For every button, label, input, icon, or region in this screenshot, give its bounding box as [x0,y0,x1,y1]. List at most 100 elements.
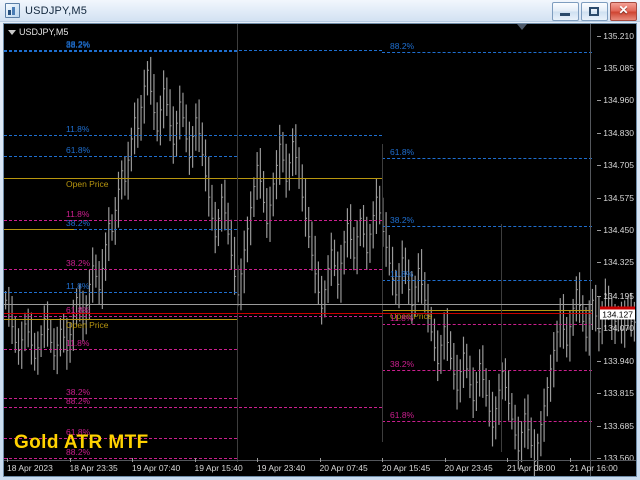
price-tick-mark [597,458,602,460]
price-tick-mark [597,35,602,37]
price-tick-label: 134.830 [597,128,634,138]
time-tick-label: 19 Apr 23:40 [257,458,305,473]
fib-level-label: 88.2% [66,447,91,458]
chart-plot[interactable]: USDJPY,M5 88.2% 61.8% 38.2% 11.8% Open Price… [4,24,636,476]
price-tick-label: 134.195 [597,291,634,301]
time-tick-label: 19 Apr 15:40 [194,458,243,473]
fib-level-line [382,421,592,423]
time-tick-label: 18 Apr 2023 [7,458,53,473]
price-tick-label: 133.815 [597,388,634,398]
fib-level-line [4,437,237,439]
fib-level-line [4,291,237,293]
time-tick-label: 20 Apr 07:45 [319,458,368,473]
fib-level-line [4,349,237,351]
open-price-label: Open Price [66,319,109,330]
open-price-line [4,228,74,230]
open-price-line [4,318,237,320]
price-tick-mark [597,327,602,329]
fib-level-line [382,369,592,371]
current-price-marker: 134.127 [600,306,635,320]
window-title: USDJPY,M5 [25,4,88,17]
fib-level-line [382,226,592,228]
fib-level-line [4,50,237,52]
price-tick-mark [597,198,602,200]
fib-level-label: 88.2% [390,41,415,52]
fib-level-line [4,397,237,399]
symbol-period-tag[interactable]: USDJPY,M5 [8,27,68,37]
fib-level-line [4,228,237,230]
chart-area[interactable]: USDJPY,M5 88.2% 61.8% 38.2% 11.8% Open Price… [3,23,637,477]
price-tick-label: 134.705 [597,160,634,170]
maximize-button[interactable] [581,2,608,21]
price-tick-mark [597,67,602,69]
fib-level-label: 61.8% [66,305,91,315]
minimize-button[interactable] [552,2,579,21]
fib-level-label: 88.2% [66,39,91,50]
fib-level-line [4,458,237,460]
ask-price-line [4,303,592,305]
bid-price-line [4,312,592,314]
fib-level-line [4,219,382,221]
time-tick-mark [444,458,446,462]
fib-level-line [382,52,592,54]
minimize-icon [560,13,570,16]
price-tick-label: 135.210 [597,31,634,41]
fib-level-label: 88.2% [66,395,91,406]
time-tick-label: 21 Apr 08:00 [507,458,555,473]
time-tick-label: 19 Apr 07:40 [132,458,180,473]
indicator-watermark: Gold ATR MTF [14,432,149,453]
close-icon: ✕ [618,3,629,17]
chart-top-marker [517,24,527,30]
fib-level-line [4,406,382,408]
open-price-line [382,309,592,311]
maximize-icon [589,7,599,16]
price-tick-label: 133.940 [597,356,634,366]
window-titlebar: USDJPY,M5 ✕ [0,0,640,22]
time-tick-label: 20 Apr 15:45 [382,458,430,473]
time-tick-label: 20 Apr 23:45 [444,458,493,473]
price-tick-mark [597,295,602,297]
price-bars [5,56,636,476]
time-tick-mark [507,458,508,462]
fib-level-label: 11.8% [66,338,90,349]
price-tick-label: 134.070 [597,323,634,333]
time-scale[interactable]: 18 Apr 2023 18 Apr 23:35 19 Apr 07:40 19 Ap… [4,458,636,476]
fib-level-line [4,49,382,51]
close-button[interactable]: ✕ [610,2,637,21]
fib-level-label: 61.8% [66,144,91,155]
chart-window-icon [5,3,20,18]
price-tick-mark [597,360,602,362]
price-tick-mark [597,392,602,394]
chevron-down-icon [8,29,16,35]
time-tick-mark [257,458,258,462]
fib-level-label: 11.8% [390,312,414,323]
symbol-period-label: USDJPY,M5 [19,27,69,37]
session-separator [237,24,238,462]
time-tick-mark [194,458,196,462]
price-tick-mark [597,132,602,134]
fib-level-line [382,323,592,325]
fib-level-label: 38.2% [66,386,91,397]
time-tick-mark [7,458,8,462]
price-tick-label: 134.325 [597,257,634,267]
price-tick-mark [597,426,602,428]
price-tick-label: 135.085 [597,63,634,73]
session-separator [382,144,383,442]
time-tick-label: 18 Apr 23:35 [69,458,118,473]
fib-level-label: 38.2% [66,38,91,49]
price-tick-mark [597,262,602,264]
open-price-label: Open Price [390,310,433,321]
price-tick-label: 134.575 [597,193,634,203]
fib-level-line [4,268,382,270]
price-tick-label: 133.685 [597,421,634,431]
price-tick-mark [597,99,602,101]
price-scale[interactable]: 135.210 135.085 134.960 134.830 134.705 134.5… [590,24,636,476]
fib-level-label: 61.8% [390,410,415,421]
time-tick-label: 21 Apr 16:00 [569,458,618,473]
fib-level-label: 11.8% [66,208,90,219]
price-tick-mark [597,230,602,232]
fib-level-label: 11.8% [66,280,90,291]
fib-level-label: 38.2% [390,215,415,226]
price-tick-label: 134.450 [597,225,634,235]
open-price-line [4,177,382,179]
